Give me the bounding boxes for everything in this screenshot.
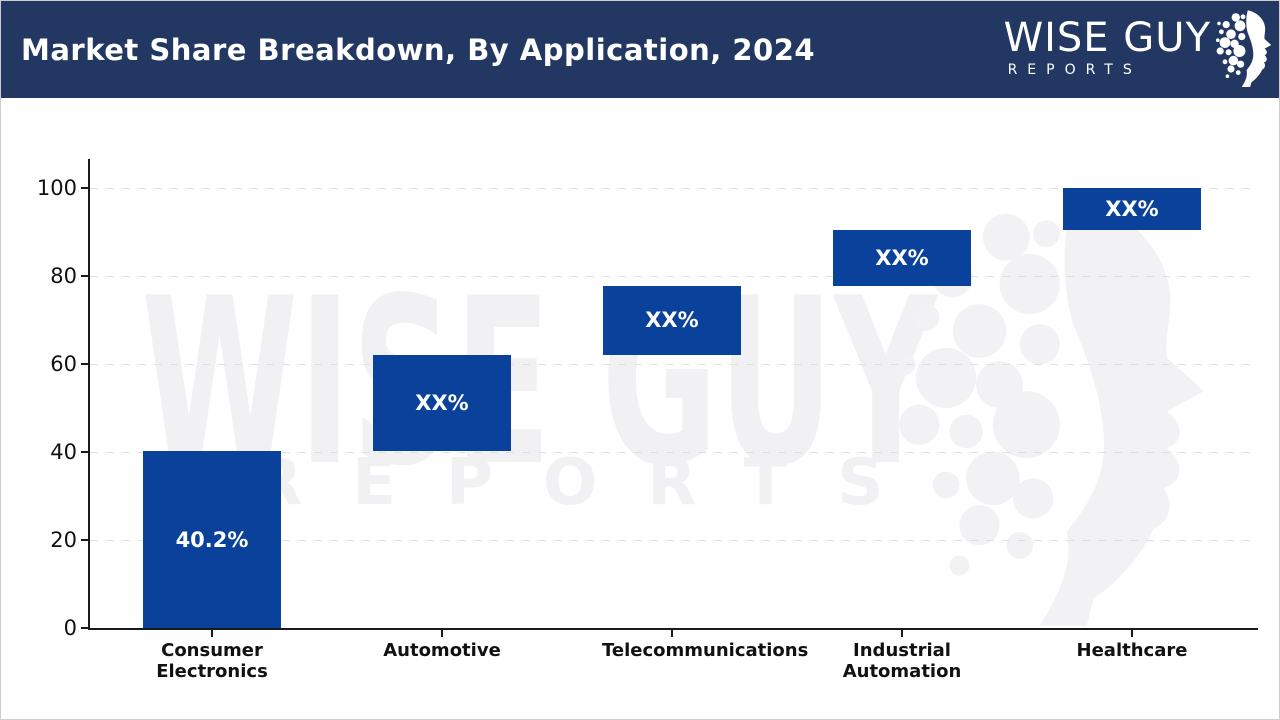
x-tick-consumer-electronics: [211, 630, 213, 637]
y-axis-line: [88, 159, 90, 630]
x-label-healthcare: Healthcare: [1076, 640, 1188, 661]
x-label-consumer-electronics: Consumer Electronics: [156, 640, 268, 683]
x-tick-industrial-automation: [901, 630, 903, 637]
page-title: Market Share Breakdown, By Application, …: [21, 32, 816, 67]
y-tick-20: [81, 539, 89, 541]
x-tick-healthcare: [1131, 630, 1133, 637]
x-tick-automotive: [441, 630, 443, 637]
gridline-100: [90, 188, 1254, 189]
bar-value-label: XX%: [875, 245, 929, 270]
gridline-20: [90, 540, 1254, 541]
gridline-60: [90, 364, 1254, 365]
logo-text: WISE GUY REPORTS: [1004, 18, 1211, 78]
y-tick-40: [81, 451, 89, 453]
x-tick-telecommunications: [671, 630, 673, 637]
y-tick-label-40: 40: [50, 440, 77, 464]
gridline-80: [90, 276, 1254, 277]
y-tick-label-0: 0: [63, 616, 77, 640]
y-tick-0: [81, 627, 89, 629]
y-tick-100: [81, 187, 89, 189]
bar-telecommunications: XX%: [603, 285, 741, 356]
bar-value-label: XX%: [415, 391, 469, 416]
x-label-automotive: Automotive: [383, 640, 501, 661]
bar-consumer-electronics: 40.2%: [143, 451, 281, 628]
bar-automotive: XX%: [373, 355, 511, 452]
bar-value-label: 40.2%: [175, 527, 249, 552]
y-tick-60: [81, 363, 89, 365]
y-tick-80: [81, 275, 89, 277]
y-tick-label-100: 100: [36, 176, 77, 200]
y-tick-label-80: 80: [50, 264, 77, 288]
x-label-telecommunications: Telecommunications: [602, 640, 809, 661]
wise-guy-reports-logo: WISE GUY REPORTS: [1004, 7, 1273, 89]
y-tick-label-20: 20: [50, 528, 77, 552]
x-label-industrial-automation: Industrial Automation: [842, 640, 962, 683]
x-axis-line: [88, 628, 1258, 630]
header-bar: Market Share Breakdown, By Application, …: [1, 1, 1279, 98]
bar-value-label: XX%: [645, 308, 699, 333]
gridline-40: [90, 452, 1254, 453]
bar-value-label: XX%: [1105, 197, 1159, 222]
logo-sub-text: REPORTS: [1007, 62, 1142, 78]
watermark-sub-text: REPORTS: [253, 446, 934, 520]
y-tick-label-60: 60: [50, 352, 77, 376]
face-profile-icon: [1216, 10, 1272, 88]
bar-industrial-automation: XX%: [833, 230, 971, 286]
logo-brand-text: WISE GUY: [1003, 15, 1211, 61]
bar-healthcare: XX%: [1063, 188, 1201, 231]
